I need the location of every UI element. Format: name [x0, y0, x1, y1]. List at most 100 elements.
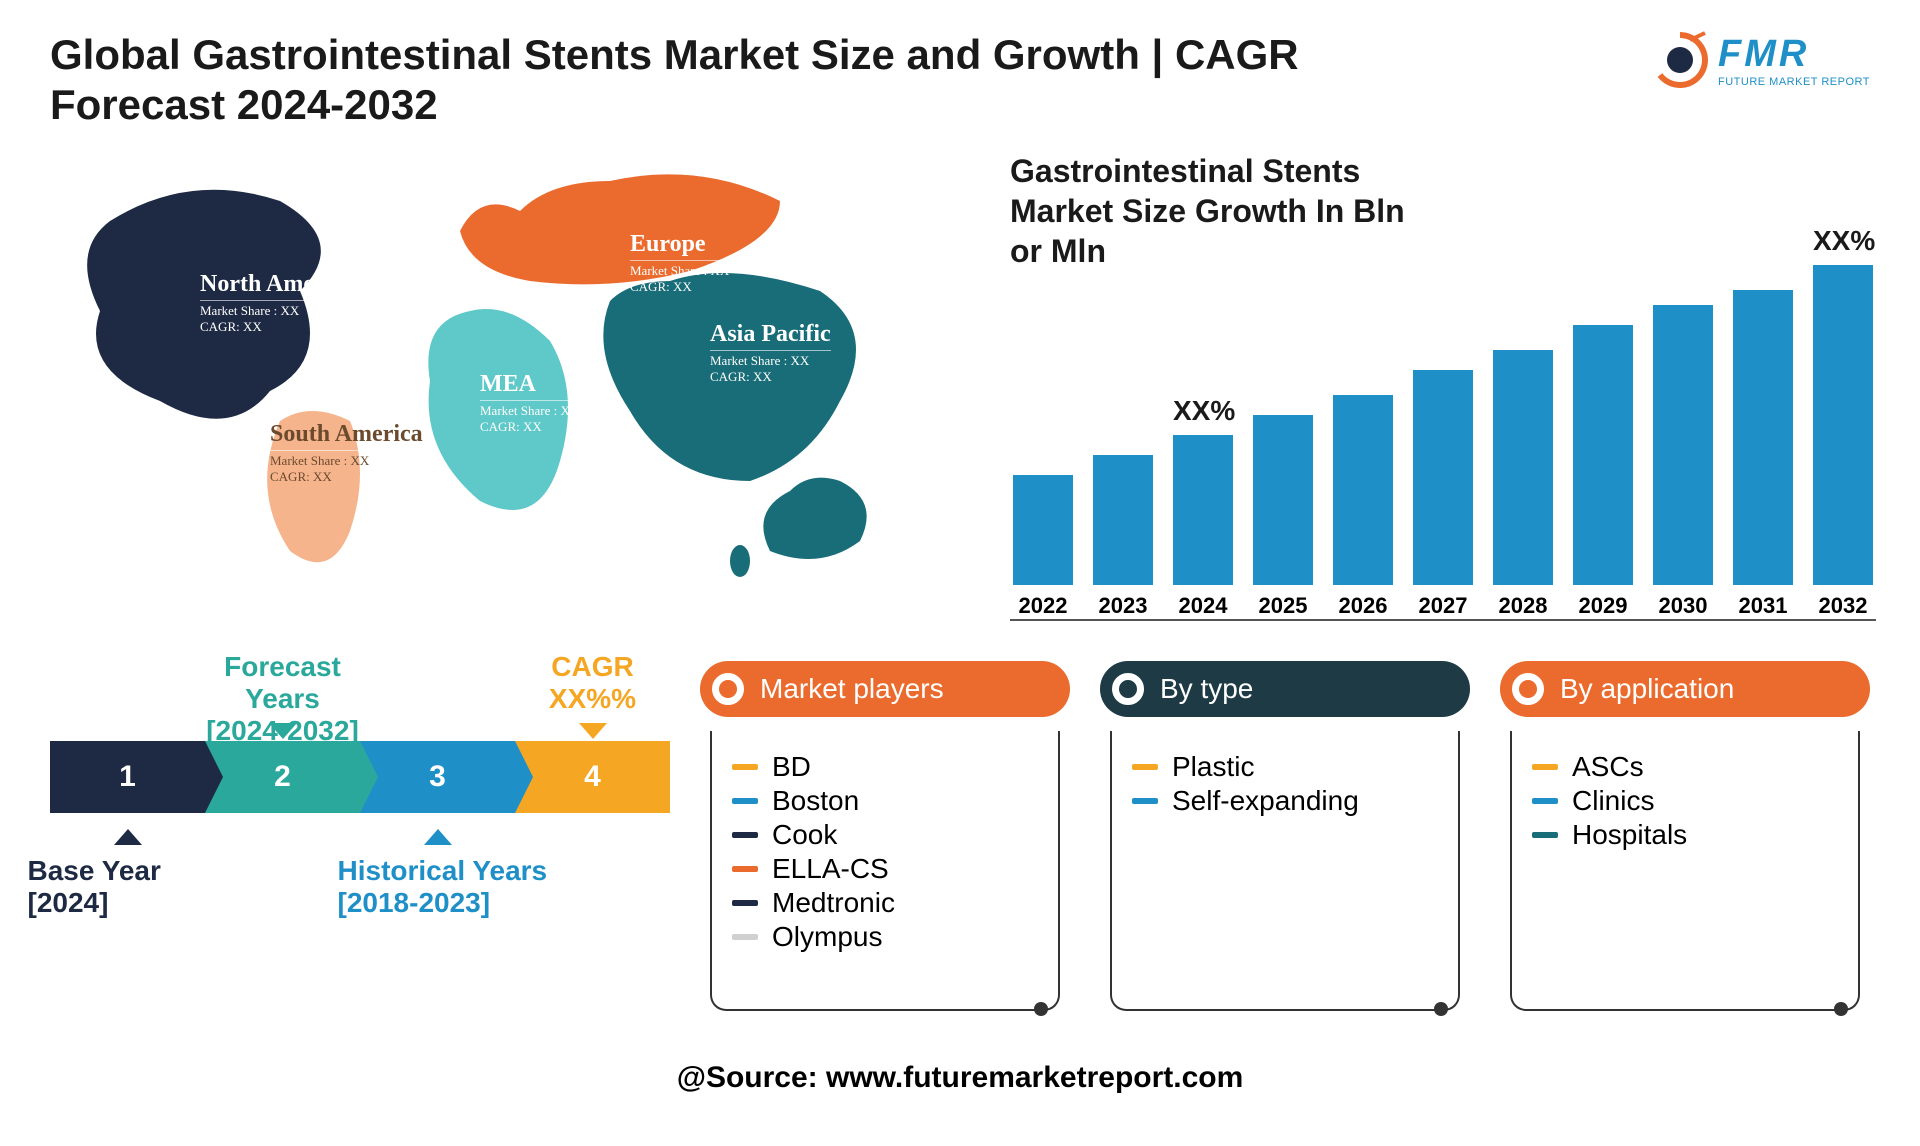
category-body: BDBostonCookELLA-CSMedtronicOlympus: [710, 731, 1060, 1011]
category-item: Boston: [732, 785, 1038, 817]
logo-icon: [1650, 30, 1710, 90]
timeline-label: Historical Years[2018-2023]: [338, 855, 558, 919]
timeline-seg-4: 4: [515, 741, 670, 813]
map-region-north-america: North AmericaMarket Share : XXCAGR: XX: [200, 271, 354, 335]
bar-2031: 2031: [1730, 290, 1796, 619]
pct-label: XX%: [1173, 395, 1235, 427]
bar-2032: XX%2032: [1810, 265, 1876, 619]
header: Global Gastrointestinal Stents Market Si…: [50, 30, 1870, 131]
category-item: Medtronic: [732, 887, 1038, 919]
category-pill: Market players: [700, 661, 1070, 717]
bar-2027: 2027: [1410, 370, 1476, 619]
bar-year-label: 2024: [1179, 593, 1228, 619]
map-region-mea: MEAMarket Share : XXCAGR: XX: [480, 371, 579, 435]
bar-year-label: 2022: [1019, 593, 1068, 619]
category-item: Hospitals: [1532, 819, 1838, 851]
category-title: By type: [1160, 673, 1253, 705]
logo: FMR FUTURE MARKET REPORT: [1650, 30, 1870, 90]
category-item-label: Medtronic: [772, 887, 895, 919]
category-item-label: ELLA-CS: [772, 853, 889, 885]
bar-chart: Gastrointestinal Stents Market Size Grow…: [970, 151, 1876, 621]
category-item-label: Plastic: [1172, 751, 1254, 783]
bar-2026: 2026: [1330, 395, 1396, 619]
bar-2024: XX%2024: [1170, 435, 1236, 619]
category-item: ELLA-CS: [732, 853, 1038, 885]
bar-2022: 2022: [1010, 475, 1076, 619]
bar-2030: 2030: [1650, 305, 1716, 619]
arrow-up-icon: [269, 723, 297, 739]
map-region-europe: EuropeMarket Share : XXCAGR: XX: [630, 231, 729, 295]
category-item: BD: [732, 751, 1038, 783]
mid-row: North AmericaMarket Share : XXCAGR: XX So…: [50, 151, 1870, 621]
category-item-label: Clinics: [1572, 785, 1654, 817]
category-title: By application: [1560, 673, 1734, 705]
source-line: @Source: www.futuremarketreport.com: [50, 1061, 1870, 1095]
category-item: Clinics: [1532, 785, 1838, 817]
bullet-icon: [1532, 832, 1558, 838]
arrow-down-icon: [114, 829, 142, 845]
bar-2025: 2025: [1250, 415, 1316, 619]
timeline-label: Base Year[2024]: [28, 855, 248, 919]
timeline-label: CAGRXX%%: [513, 651, 673, 715]
category-item: Plastic: [1132, 751, 1438, 783]
bullet-icon: [732, 866, 758, 872]
bar-year-label: 2025: [1259, 593, 1308, 619]
world-map: North AmericaMarket Share : XXCAGR: XX So…: [50, 151, 950, 581]
bar-2023: 2023: [1090, 455, 1156, 619]
category-item-label: Self-expanding: [1172, 785, 1359, 817]
arrow-up-icon: [579, 723, 607, 739]
map-region-asia-pacific: Asia PacificMarket Share : XXCAGR: XX: [710, 321, 831, 385]
category-body: PlasticSelf-expanding: [1110, 731, 1460, 1011]
timeline-seg-3: 3: [360, 741, 515, 813]
category-pill: By type: [1100, 661, 1470, 717]
category-item: Self-expanding: [1132, 785, 1438, 817]
bar-year-label: 2026: [1339, 593, 1388, 619]
bar-year-label: 2031: [1739, 593, 1788, 619]
chart-bars: 20222023XX%20242025202620272028202920302…: [1010, 301, 1876, 621]
chart-title: Gastrointestinal Stents Market Size Grow…: [1010, 151, 1430, 271]
map-region-south-america: South AmericaMarket Share : XXCAGR: XX: [270, 421, 423, 485]
page-title: Global Gastrointestinal Stents Market Si…: [50, 30, 1450, 131]
bullet-icon: [732, 798, 758, 804]
category-title: Market players: [760, 673, 944, 705]
bottom-row: Forecast Years[2024-2032]CAGRXX%% 1234 B…: [50, 661, 1870, 1011]
bullet-icon: [1532, 764, 1558, 770]
category-by-application: By application ASCsClinicsHospitals: [1500, 661, 1870, 1011]
bullet-icon: [1532, 798, 1558, 804]
bar-year-label: 2030: [1659, 593, 1708, 619]
bullet-icon: [732, 934, 758, 940]
bar-year-label: 2032: [1819, 593, 1868, 619]
category-item: ASCs: [1532, 751, 1838, 783]
category-market-players: Market players BDBostonCookELLA-CSMedtron…: [700, 661, 1070, 1011]
bullet-icon: [1132, 764, 1158, 770]
category-by-type: By type PlasticSelf-expanding: [1100, 661, 1470, 1011]
bar-2029: 2029: [1570, 325, 1636, 619]
timeline-seg-1: 1: [50, 741, 205, 813]
bar-year-label: 2029: [1579, 593, 1628, 619]
bar-year-label: 2023: [1099, 593, 1148, 619]
pct-label: XX%: [1813, 225, 1875, 257]
category-item: Cook: [732, 819, 1038, 851]
category-item: Olympus: [732, 921, 1038, 953]
category-item-label: Boston: [772, 785, 859, 817]
category-item-label: ASCs: [1572, 751, 1644, 783]
bullet-icon: [1132, 798, 1158, 804]
bullet-icon: [732, 900, 758, 906]
timeline-block: Forecast Years[2024-2032]CAGRXX%% 1234 B…: [50, 661, 670, 949]
bar-year-label: 2028: [1499, 593, 1548, 619]
logo-text-main: FMR: [1718, 33, 1870, 76]
category-item-label: BD: [772, 751, 811, 783]
category-item-label: Olympus: [772, 921, 882, 953]
bullet-icon: [732, 764, 758, 770]
category-item-label: Cook: [772, 819, 837, 851]
arrow-down-icon: [424, 829, 452, 845]
bar-year-label: 2027: [1419, 593, 1468, 619]
category-body: ASCsClinicsHospitals: [1510, 731, 1860, 1011]
bar-2028: 2028: [1490, 350, 1556, 619]
timeline-seg-2: 2: [205, 741, 360, 813]
bullet-icon: [732, 832, 758, 838]
category-pill: By application: [1500, 661, 1870, 717]
category-item-label: Hospitals: [1572, 819, 1687, 851]
timeline: 1234: [50, 741, 670, 813]
logo-text-sub: FUTURE MARKET REPORT: [1718, 76, 1870, 88]
